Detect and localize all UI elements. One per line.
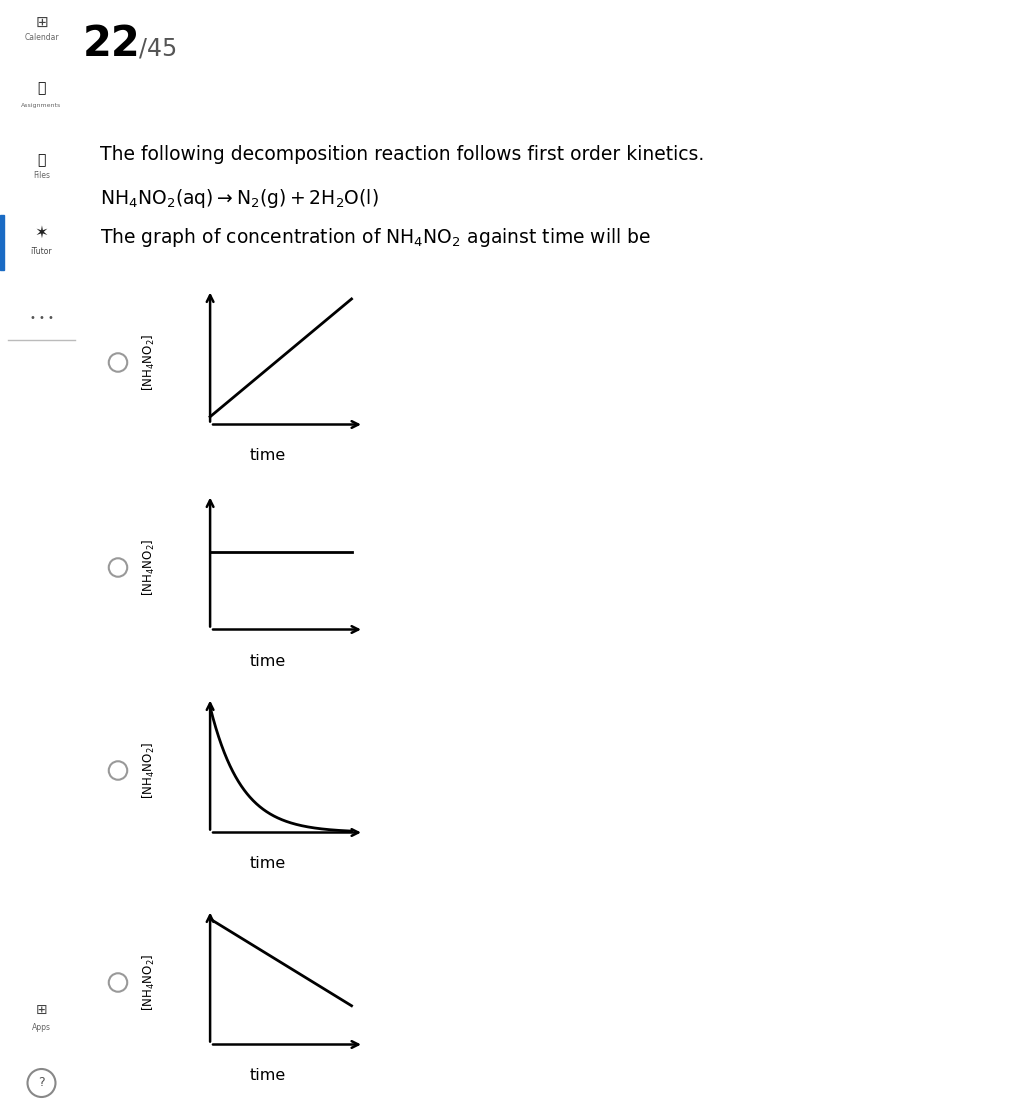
Text: Files: Files [33,171,50,180]
Text: 🎓: 🎓 [37,81,46,95]
Text: The following decomposition reaction follows first order kinetics.: The following decomposition reaction fol… [100,145,705,163]
Text: 📄: 📄 [37,153,46,167]
Text: ✶: ✶ [35,224,48,242]
Text: The graph of concentration of $\mathrm{NH_4NO_2}$ against time will be: The graph of concentration of $\mathrm{N… [100,227,651,249]
Text: $\mathrm{NH_4NO_2(aq) \rightarrow N_2(g) + 2H_2O(l)}$: $\mathrm{NH_4NO_2(aq) \rightarrow N_2(g)… [100,187,379,210]
Text: time: time [250,448,286,464]
Text: time: time [250,1069,286,1083]
Text: $\mathrm{[NH_4NO_2]}$: $\mathrm{[NH_4NO_2]}$ [141,742,157,800]
Text: Assignments: Assignments [22,103,61,109]
Text: 22: 22 [83,23,140,64]
Text: Calendar: Calendar [25,33,58,42]
Text: Apps: Apps [32,1023,51,1033]
Text: $\mathrm{[NH_4NO_2]}$: $\mathrm{[NH_4NO_2]}$ [141,954,157,1011]
Text: ⊞: ⊞ [36,1003,47,1017]
Text: /45: /45 [139,37,177,60]
Bar [0,215,4,270]
Text: iTutor: iTutor [31,248,52,257]
Text: • • •: • • • [30,312,53,322]
Text: $\mathrm{[NH_4NO_2]}$: $\mathrm{[NH_4NO_2]}$ [141,539,157,596]
Text: time: time [250,654,286,668]
Text: ?: ? [38,1076,45,1090]
Text: time: time [250,856,286,872]
Text: $\mathrm{[NH_4NO_2]}$: $\mathrm{[NH_4NO_2]}$ [141,334,157,391]
Text: ⊞: ⊞ [35,14,48,30]
